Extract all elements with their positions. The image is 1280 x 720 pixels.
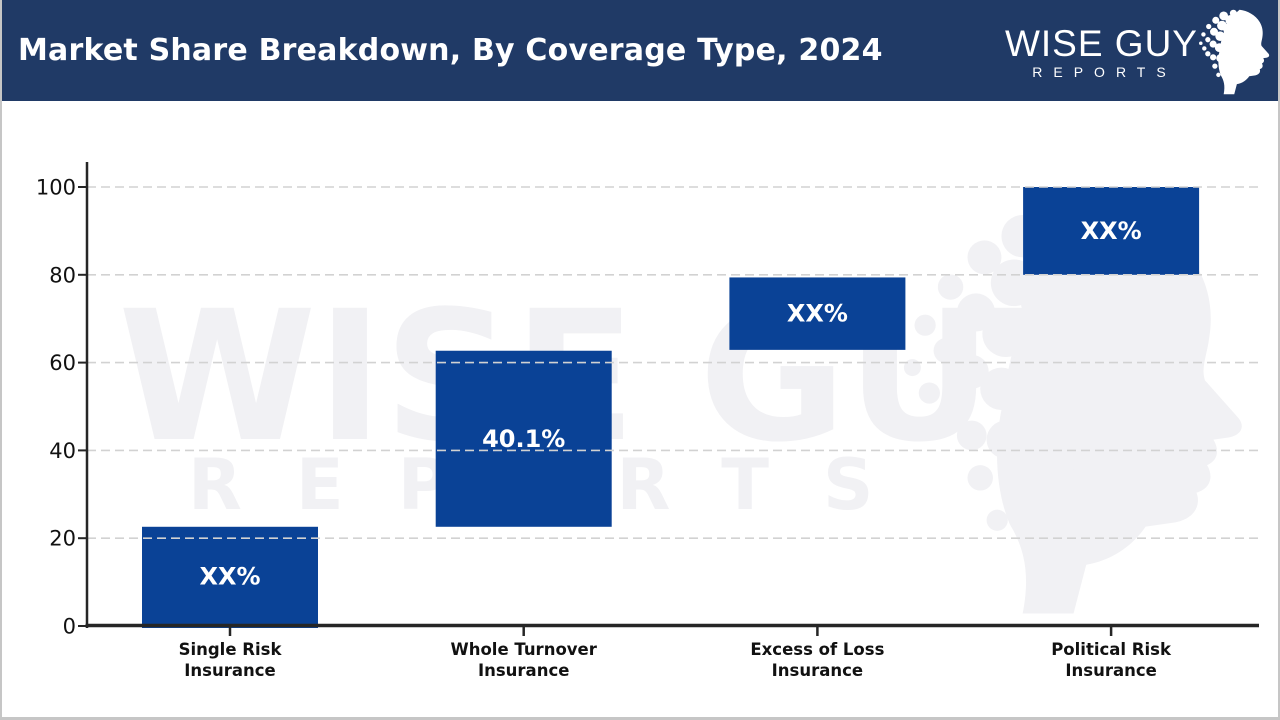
wise-guy-logo: WISE GUY REPORTS: [1004, 6, 1278, 96]
bar-value-label: XX%: [787, 300, 848, 328]
y-tick-label: 0: [63, 615, 76, 639]
bar-segment: [1023, 187, 1200, 275]
x-category-label: Excess of Loss: [750, 640, 884, 659]
y-tick-label: 100: [36, 176, 76, 200]
bar-segment: [729, 277, 906, 350]
watermark-wordmark: WISE GUY: [118, 273, 1124, 482]
bar-value-label: XX%: [1081, 217, 1142, 245]
header-bar: Market Share Breakdown, By Coverage Type…: [2, 0, 1278, 101]
x-category-label: Insurance: [772, 661, 863, 680]
bar-value-label: 40.1%: [482, 425, 565, 453]
y-tick-label: 60: [49, 351, 76, 375]
bar-value-label: XX%: [199, 562, 260, 590]
x-category-label: Insurance: [478, 661, 569, 680]
x-category-label: Whole Turnover: [451, 640, 598, 659]
y-tick-label: 40: [49, 439, 76, 463]
logo-text: WISE GUY REPORTS: [1004, 23, 1198, 81]
y-tick-label: 80: [49, 263, 76, 287]
y-tick-label: 20: [49, 527, 76, 551]
x-category-label: Single Risk: [179, 640, 283, 659]
bar-segment: [435, 350, 612, 527]
bar-segment: [142, 526, 318, 628]
x-category-label: Insurance: [1065, 661, 1156, 680]
logo-reports-label: REPORTS: [1032, 64, 1177, 80]
x-category-label: Insurance: [184, 661, 275, 680]
x-category-label: Political Risk: [1051, 640, 1172, 659]
logo-wordmark: WISE GUY: [1004, 23, 1198, 64]
page-title: Market Share Breakdown, By Coverage Type…: [18, 33, 883, 68]
logo-head-icon: [1199, 9, 1270, 94]
